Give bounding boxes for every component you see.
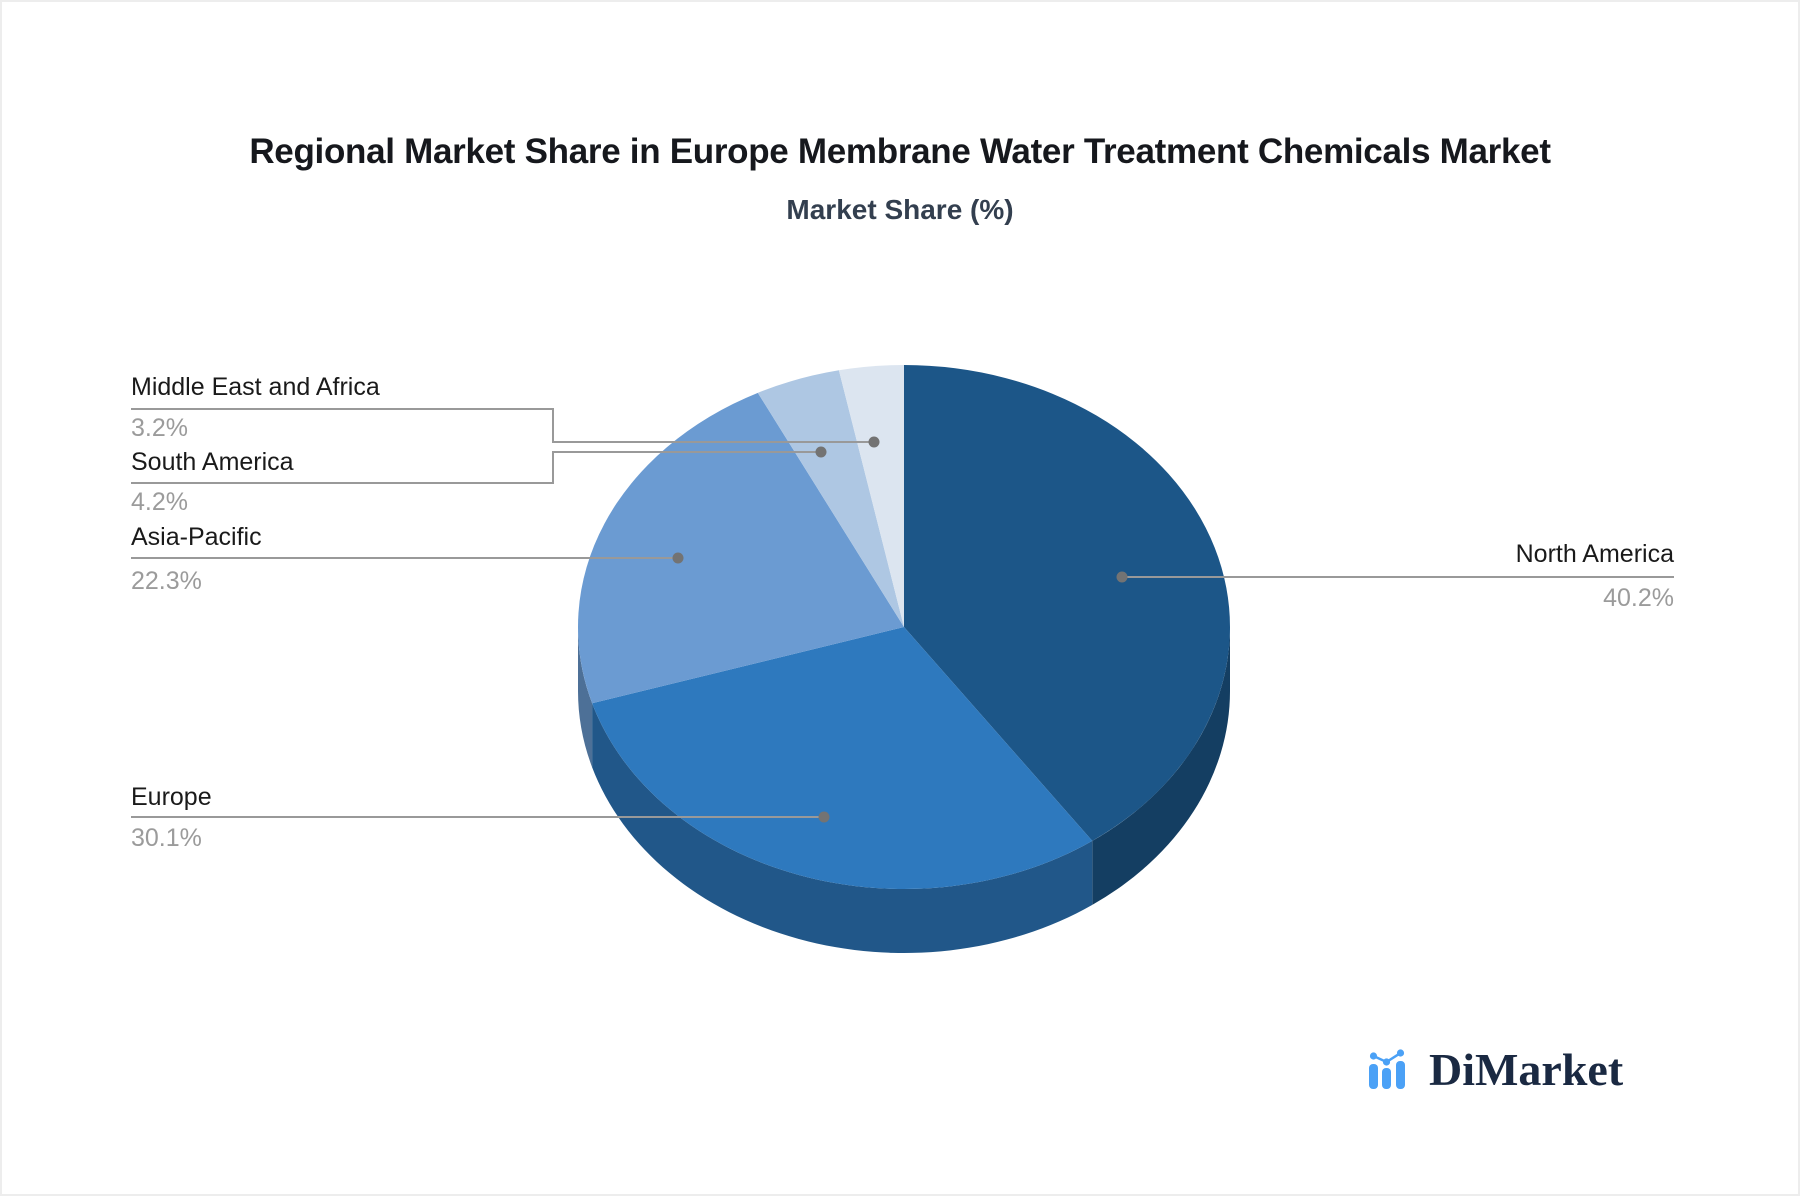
slice-label: Middle East and Africa <box>131 373 380 401</box>
pie-slice-south-america[interactable] <box>757 370 904 627</box>
callout-label-europe: Europe <box>131 781 212 817</box>
slice-value: 40.2% <box>1603 584 1674 612</box>
callout-label-south-america: South America <box>131 446 294 482</box>
logo-bar <box>1369 1064 1378 1089</box>
slice-label: North America <box>1515 540 1674 568</box>
callout-label-middle-east-and-africa: Middle East and Africa <box>131 371 380 407</box>
callout-value-north-america: 40.2% <box>1603 582 1674 618</box>
slice-label: South America <box>131 448 294 476</box>
logo-bar <box>1382 1068 1391 1089</box>
chart-subtitle: Market Share (%) <box>786 194 1014 225</box>
callout-value-europe: 30.1% <box>131 822 202 858</box>
callout-value-asia-pacific: 22.3% <box>131 565 202 601</box>
slice-value: 22.3% <box>131 567 202 595</box>
pie-slice-north-america[interactable] <box>904 365 1230 841</box>
pie-slice-europe[interactable] <box>592 627 1093 889</box>
pie-slice-side-north-america <box>1092 627 1230 905</box>
pie-slice-asia-pacific[interactable] <box>577 392 904 704</box>
callout-label-asia-pacific: Asia-Pacific <box>131 521 262 557</box>
leader-dot-middle-east-and-africa <box>868 436 880 448</box>
logo-trend-dot <box>1396 1049 1405 1057</box>
chart-title: Regional Market Share in Europe Membrane… <box>249 132 1551 171</box>
callout-value-middle-east-and-africa: 3.2% <box>131 412 188 448</box>
pie-slice-side-asia-pacific <box>578 627 593 768</box>
callout-label-north-america: North America <box>1516 538 1674 574</box>
logo-text: DiMarket <box>1429 1044 1624 1095</box>
logo-bar <box>1396 1061 1405 1089</box>
leader-line-middle-east-and-africa <box>131 408 874 443</box>
leader-line-south-america <box>131 451 821 484</box>
leader-dot-south-america <box>815 446 827 458</box>
slice-value: 4.2% <box>131 488 188 516</box>
slice-label: Asia-Pacific <box>131 523 262 551</box>
slice-label: Europe <box>131 783 212 811</box>
pie-slice-side-europe <box>592 703 1093 953</box>
leader-dot-europe <box>818 811 830 823</box>
leader-dot-north-america <box>1116 571 1128 583</box>
logo-trend-dot <box>1369 1052 1378 1060</box>
logo-trend-dot <box>1382 1058 1391 1066</box>
bar-chart-trend-icon <box>1369 1049 1405 1089</box>
callout-value-south-america: 4.2% <box>131 486 188 522</box>
slice-value: 3.2% <box>131 414 188 442</box>
pie-slice-middle-east-and-africa[interactable] <box>838 365 904 627</box>
leader-dot-asia-pacific <box>672 552 684 564</box>
slice-value: 30.1% <box>131 824 202 852</box>
dimarket-logo: DiMarket <box>1364 1042 1623 1098</box>
